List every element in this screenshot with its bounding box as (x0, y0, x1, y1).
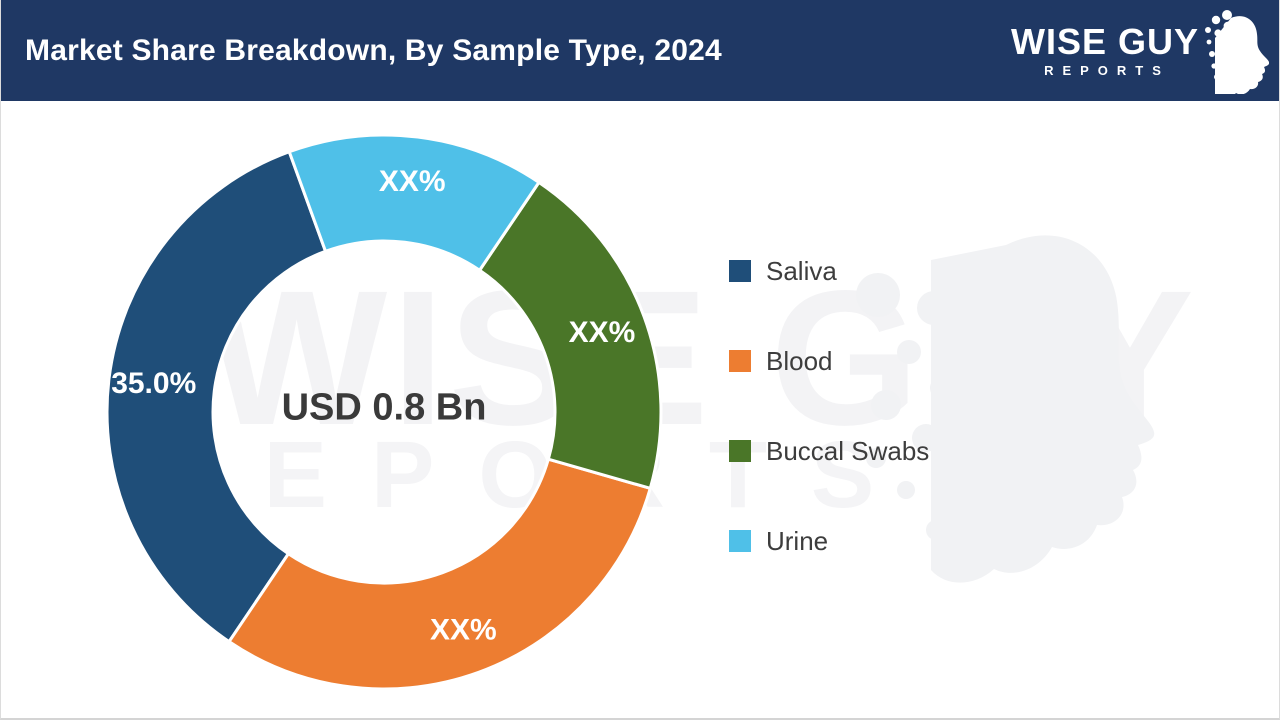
legend-swatch-saliva (729, 260, 751, 282)
logo-wordmark: WISE GUY (1010, 21, 1199, 62)
legend-item-saliva: Saliva (729, 256, 929, 286)
watermark-subtitle: REPORTS (151, 422, 919, 528)
legend-label-blood: Blood (766, 346, 833, 376)
segment-label-saliva: 35.0% (111, 367, 196, 400)
legend-swatch-urine (729, 530, 751, 552)
donut-center-value: USD 0.8 Bn (281, 386, 487, 429)
wiseguy-logo-text: WISE GUY REPORTS (1010, 21, 1199, 78)
donut-chart: 35.0% XX% XX% XX% (105, 133, 663, 691)
legend-item-urine: Urine (729, 526, 929, 556)
donut-segment-saliva (105, 150, 328, 644)
wiseguy-logo: WISE GUY REPORTS (1011, 8, 1269, 94)
logo-head-icon (1205, 9, 1269, 94)
chart-legend: Saliva Blood Buccal Swabs Urine (729, 256, 930, 620)
chart-title: Market Share Breakdown, By Sample Type, … (25, 33, 722, 67)
watermark-head-icon (856, 235, 1155, 583)
legend-item-buccal-swabs: Buccal Swabs (729, 436, 930, 466)
legend-item-blood: Blood (729, 346, 929, 376)
legend-label-buccal-swabs: Buccal Swabs (766, 436, 930, 466)
legend-swatch-buccal-swabs (729, 440, 751, 462)
header-bar: Market Share Breakdown, By Sample Type, … (1, 0, 1279, 101)
donut-segment-buccal-swabs (478, 180, 663, 490)
legend-label-urine: Urine (766, 526, 829, 556)
segment-label-blood: XX% (430, 614, 497, 647)
segment-label-buccal-swabs: XX% (569, 316, 636, 349)
logo-subtitle: REPORTS (1044, 63, 1170, 78)
segment-label-urine: XX% (379, 165, 446, 198)
donut-segment-blood (227, 457, 652, 691)
legend-label-saliva: Saliva (766, 256, 837, 286)
legend-swatch-blood (729, 350, 751, 372)
donut-segment-urine (287, 133, 541, 272)
